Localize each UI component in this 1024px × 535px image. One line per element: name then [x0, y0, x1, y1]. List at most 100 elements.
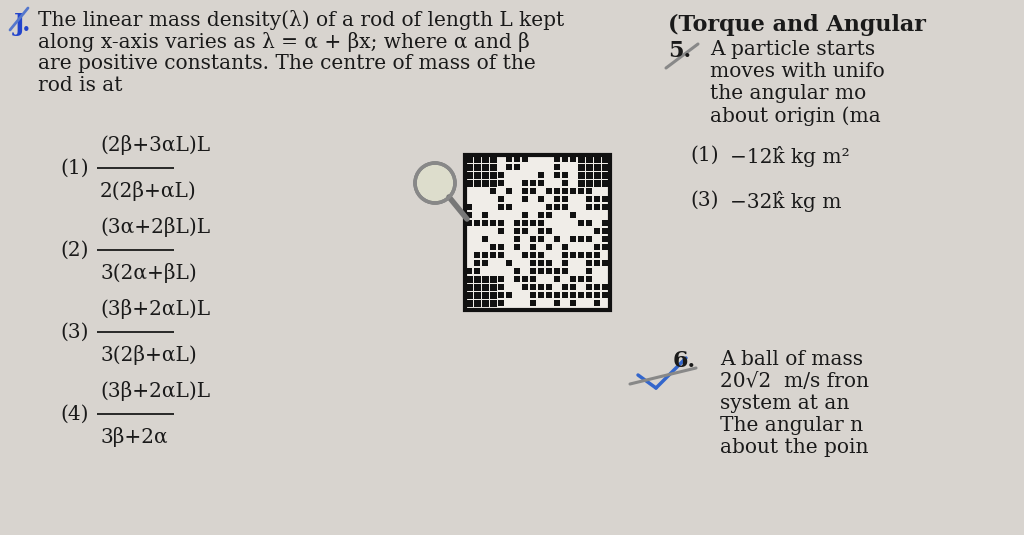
Text: 3(2β+αL): 3(2β+αL)	[100, 345, 197, 365]
Text: J.: J.	[14, 12, 32, 36]
Bar	[482, 252, 488, 258]
Bar	[554, 188, 560, 194]
Bar	[586, 268, 592, 274]
Bar	[562, 156, 568, 162]
Bar	[530, 188, 536, 194]
Bar	[578, 292, 584, 298]
Bar	[490, 244, 496, 250]
Bar	[490, 276, 497, 283]
Bar	[546, 188, 552, 194]
Bar	[586, 276, 592, 282]
Bar	[490, 164, 497, 171]
Bar	[554, 196, 560, 202]
Bar	[554, 292, 560, 298]
Bar	[562, 180, 568, 186]
Bar	[602, 204, 608, 210]
Bar	[514, 228, 520, 234]
Bar	[570, 188, 575, 194]
Bar	[482, 164, 489, 171]
Bar	[546, 244, 552, 250]
Bar	[570, 212, 575, 218]
Bar	[522, 156, 528, 162]
Bar	[562, 252, 568, 258]
Bar	[474, 156, 481, 163]
Bar	[498, 228, 504, 234]
Bar	[498, 292, 504, 298]
Bar	[578, 252, 584, 258]
Bar	[522, 180, 528, 186]
Bar	[538, 228, 544, 234]
Bar	[482, 292, 489, 299]
Bar	[514, 156, 520, 162]
Bar	[602, 236, 608, 242]
Text: (4): (4)	[60, 404, 88, 424]
Bar	[602, 180, 609, 187]
Bar	[522, 220, 528, 226]
Bar	[498, 300, 504, 306]
Bar	[546, 212, 552, 218]
Bar	[546, 284, 552, 290]
Bar	[594, 196, 600, 202]
Text: 20√2  m/s fron: 20√2 m/s fron	[720, 372, 869, 391]
Bar	[474, 276, 481, 283]
Bar	[594, 164, 601, 171]
Bar	[586, 220, 592, 226]
Bar	[586, 188, 592, 194]
Bar	[578, 172, 585, 179]
Bar	[586, 292, 592, 298]
Bar	[522, 212, 528, 218]
Bar	[602, 292, 608, 298]
Bar	[546, 292, 552, 298]
Text: (3): (3)	[690, 191, 719, 210]
Bar	[522, 284, 528, 290]
Bar	[570, 284, 575, 290]
Text: −32k̂ kg m: −32k̂ kg m	[730, 191, 842, 212]
Text: (1): (1)	[690, 146, 719, 165]
Bar	[554, 268, 560, 274]
Bar	[586, 204, 592, 210]
Bar	[538, 260, 544, 266]
Bar	[506, 204, 512, 210]
Bar	[578, 164, 585, 171]
Bar	[602, 172, 609, 179]
Text: (3β+2αL)L: (3β+2αL)L	[100, 381, 210, 401]
Bar	[522, 188, 528, 194]
Bar	[490, 292, 497, 299]
Bar	[474, 268, 480, 274]
Bar	[562, 292, 568, 298]
Bar	[506, 164, 512, 170]
Bar	[490, 220, 496, 226]
Bar	[570, 276, 575, 282]
Bar	[594, 252, 600, 258]
Bar	[570, 300, 575, 306]
Bar	[514, 236, 520, 242]
Bar	[546, 260, 552, 266]
Bar	[586, 236, 592, 242]
Bar	[538, 236, 544, 242]
Text: The angular n: The angular n	[720, 416, 863, 435]
Bar	[498, 180, 504, 186]
Bar	[474, 284, 481, 291]
Bar	[498, 252, 504, 258]
Bar	[602, 284, 608, 290]
Bar	[466, 212, 472, 218]
Text: (2β+3αL)L: (2β+3αL)L	[100, 135, 210, 155]
Bar	[562, 188, 568, 194]
Bar	[562, 204, 568, 210]
Bar	[586, 156, 593, 163]
Text: are positive constants. The centre of mass of the: are positive constants. The centre of ma…	[38, 54, 536, 73]
Bar	[498, 244, 504, 250]
Bar	[586, 260, 592, 266]
Bar	[490, 188, 496, 194]
Bar	[554, 156, 560, 162]
Bar	[562, 260, 568, 266]
Bar	[490, 252, 496, 258]
Bar	[594, 300, 600, 306]
Bar	[506, 188, 512, 194]
Text: 6.: 6.	[673, 350, 696, 372]
Bar	[586, 196, 592, 202]
Bar	[530, 284, 536, 290]
Bar	[490, 156, 497, 163]
Bar	[554, 300, 560, 306]
Text: 3(2α+βL): 3(2α+βL)	[100, 263, 197, 283]
